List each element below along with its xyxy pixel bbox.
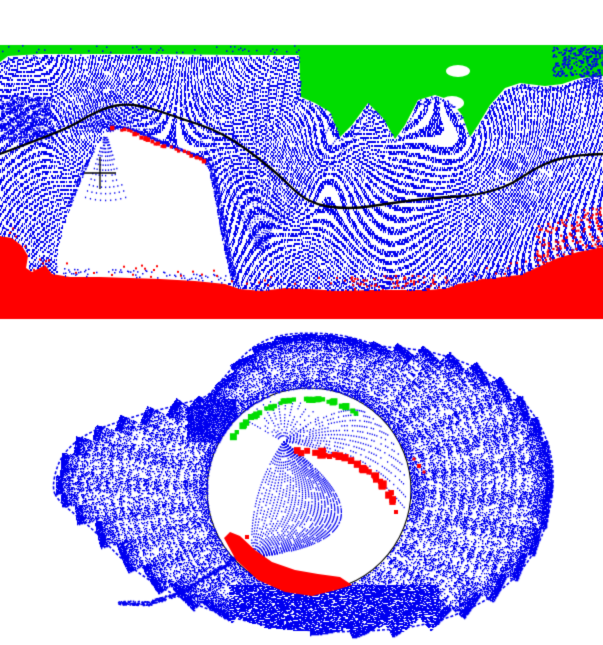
page: { "figure": { "width": 603, "height": 64… bbox=[0, 0, 603, 645]
field-line-figure bbox=[0, 0, 603, 645]
field-line-plot-canvas bbox=[0, 0, 603, 645]
